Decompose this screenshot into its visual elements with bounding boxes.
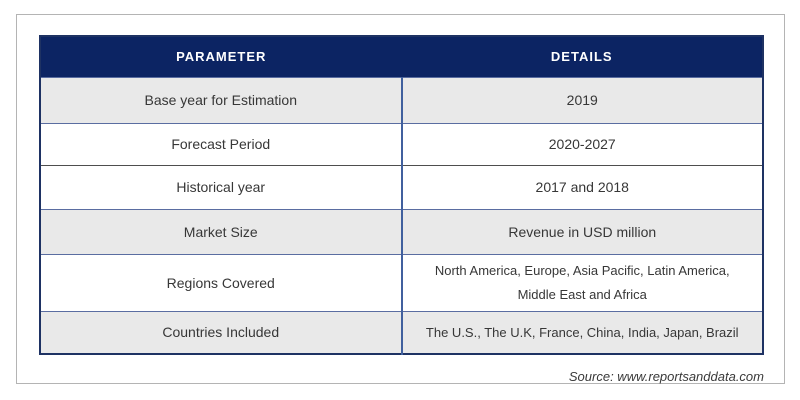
column-header-details: DETAILS bbox=[401, 36, 763, 77]
table-row-market-size: Market Size Revenue in USD million bbox=[40, 208, 763, 255]
details-cell: 2020-2027 bbox=[401, 122, 763, 165]
table-row-regions-covered: Regions Covered North America, Europe, A… bbox=[40, 253, 763, 311]
details-cell: 2019 bbox=[401, 76, 763, 124]
details-cell: 2017 and 2018 bbox=[401, 164, 763, 209]
details-line-1: North America, Europe, Asia Pacific, Lat… bbox=[434, 262, 730, 278]
details-line-2: Middle East and Africa bbox=[517, 286, 647, 302]
parameter-cell: Regions Covered bbox=[40, 253, 403, 311]
details-cell: The U.S., The U.K, France, China, India,… bbox=[401, 310, 763, 355]
table-row-base-year: Base year for Estimation 2019 bbox=[40, 76, 763, 124]
parameter-details-table: PARAMETER DETAILS Base year for Estimati… bbox=[39, 35, 764, 355]
parameter-cell: Historical year bbox=[40, 164, 403, 209]
column-header-parameter: PARAMETER bbox=[40, 36, 402, 77]
table-row-countries-included: Countries Included The U.S., The U.K, Fr… bbox=[40, 310, 763, 355]
table-header-row: PARAMETER DETAILS bbox=[40, 36, 763, 77]
details-cell: North America, Europe, Asia Pacific, Lat… bbox=[401, 253, 763, 311]
figure-frame: PARAMETER DETAILS Base year for Estimati… bbox=[16, 14, 785, 384]
source-attribution: Source: www.reportsanddata.com bbox=[568, 369, 764, 384]
table-row-historical-year: Historical year 2017 and 2018 bbox=[40, 164, 763, 209]
parameter-cell: Base year for Estimation bbox=[40, 76, 403, 124]
details-cell: Revenue in USD million bbox=[401, 208, 763, 255]
parameter-cell: Market Size bbox=[40, 208, 403, 255]
parameter-cell: Countries Included bbox=[40, 310, 403, 355]
parameter-cell: Forecast Period bbox=[40, 122, 403, 165]
table-row-forecast-period: Forecast Period 2020-2027 bbox=[40, 122, 763, 165]
